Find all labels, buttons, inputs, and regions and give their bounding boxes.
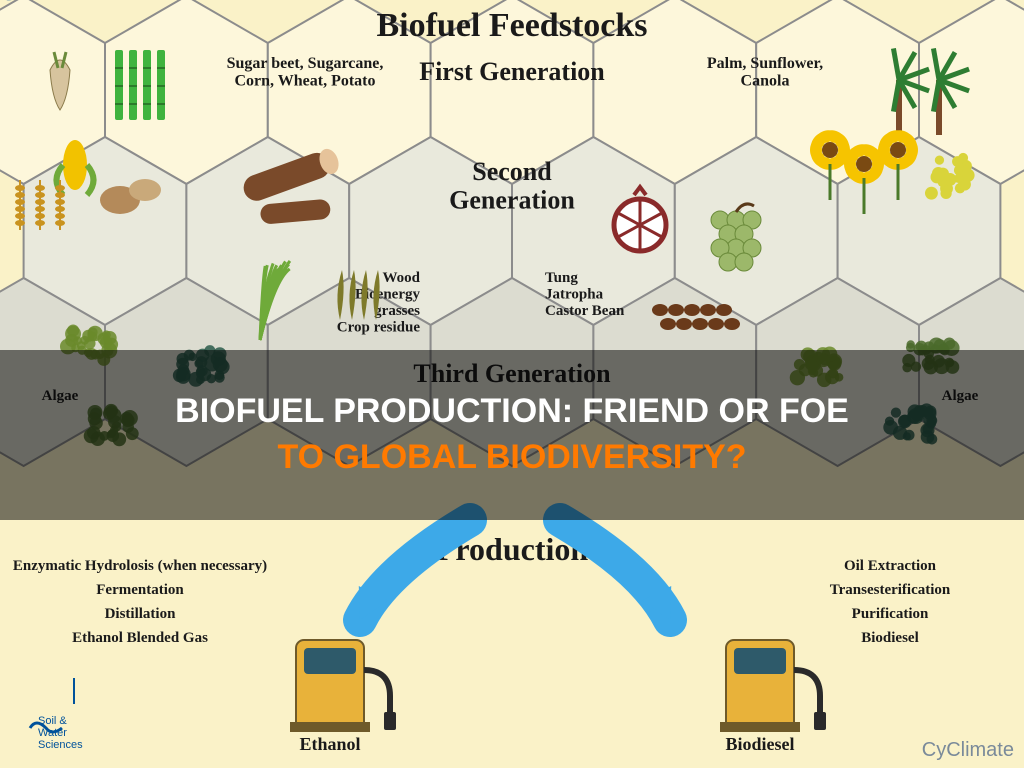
process-step-right: Transesterification <box>830 582 951 598</box>
process-step-left: Fermentation <box>96 582 184 598</box>
process-step-right: Oil Extraction <box>844 558 937 574</box>
ethanol-pump-label: Ethanol <box>299 734 360 754</box>
title-gen1: First Generation <box>419 57 605 86</box>
cyclimate-watermark: CyClimate <box>922 739 1014 761</box>
biodiesel-pump-label: Biodiesel <box>725 734 794 754</box>
process-step-left: Enzymatic Hydrolosis (when necessary) <box>13 558 267 574</box>
process-step-left: Ethanol Blended Gas <box>72 630 208 646</box>
headline-line2: TO GLOBAL BIODIVERSITY? <box>277 438 746 476</box>
ifas-logo: IFAS <box>50 0 93 5</box>
label-g1-left: Sugar beet, Sugarcane,Corn, Wheat, Potat… <box>227 55 384 90</box>
process-step-left: Distillation <box>105 606 176 622</box>
headline-line1: BIOFUEL PRODUCTION: FRIEND OR FOE <box>175 392 849 430</box>
infographic-canvas: Biofuel FeedstocksFirst GenerationSecond… <box>0 0 1024 768</box>
process-step-right: Biodiesel <box>861 630 919 646</box>
title-main: Biofuel Feedstocks <box>376 7 647 44</box>
headline-overlay <box>0 350 1024 520</box>
process-step-right: Purification <box>852 606 929 622</box>
uf-logo: UF <box>0 0 35 6</box>
